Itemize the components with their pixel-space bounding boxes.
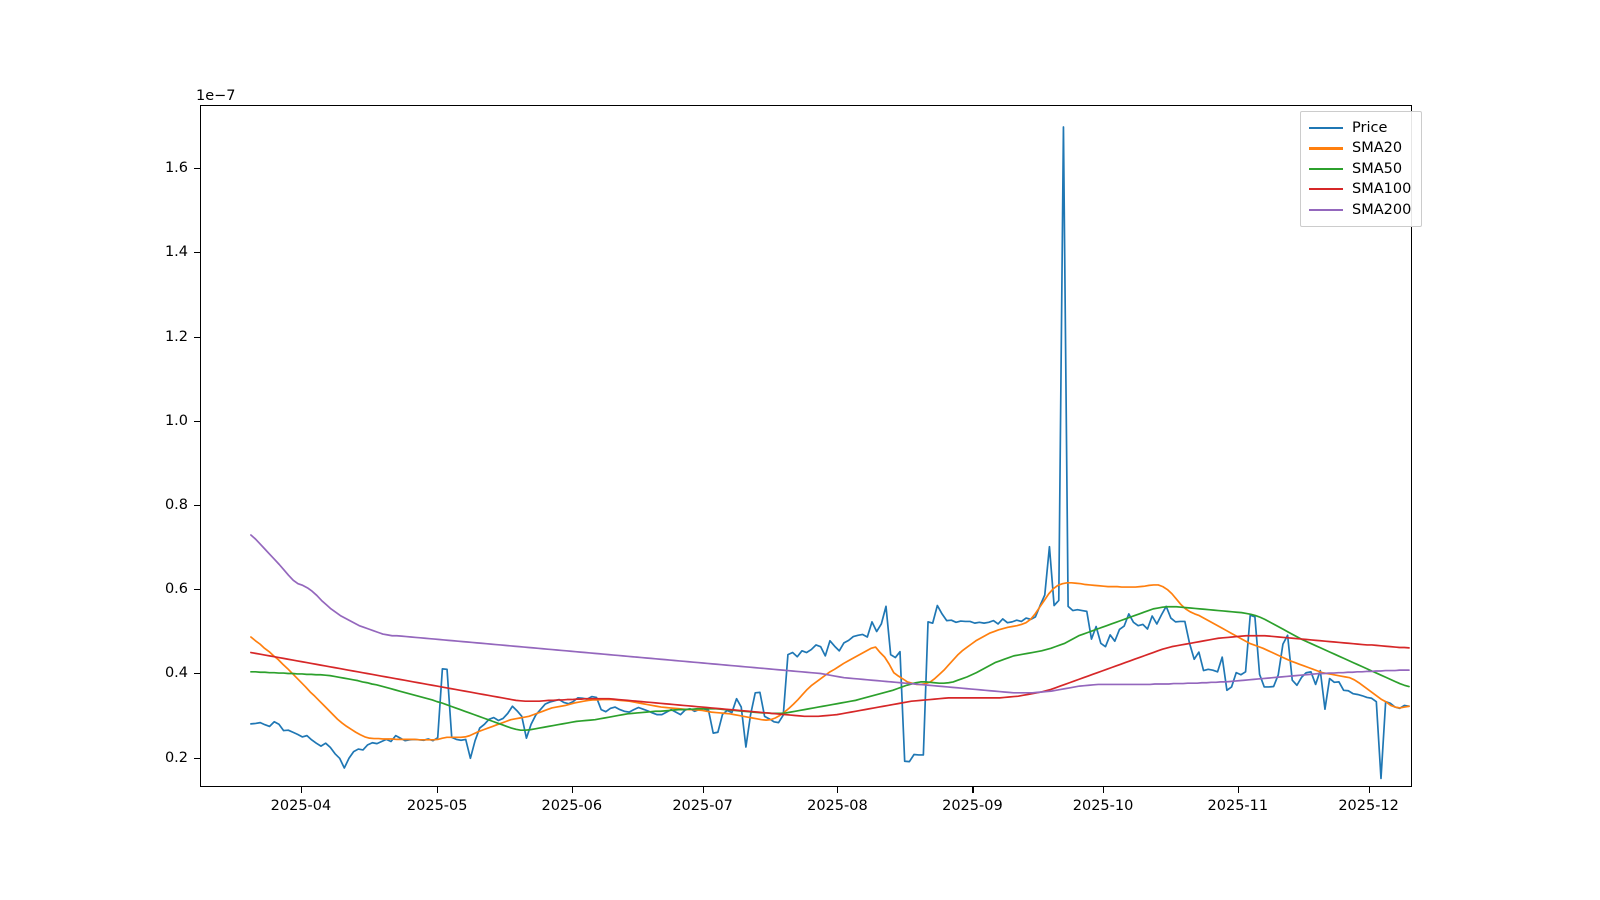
legend-color-swatch: [1309, 167, 1343, 171]
x-tick-label: 2025-11: [1207, 798, 1269, 814]
legend-color-swatch: [1309, 208, 1343, 211]
plot-area: [200, 105, 1412, 787]
y-tick-label: 0.4: [164, 665, 188, 682]
y-tick-mark: [194, 336, 200, 338]
series-line-sma20: [250, 581, 1410, 741]
legend-entry-sma200[interactable]: SMA200: [1309, 200, 1411, 220]
x-tick-label: 2025-06: [541, 798, 603, 814]
y-tick-mark: [194, 589, 200, 591]
y-axis-offset-label: 1e−7: [196, 88, 236, 104]
x-tick-label: 2025-08: [807, 798, 868, 814]
x-tick-label: 2025-07: [672, 798, 733, 814]
y-tick-mark: [194, 168, 200, 170]
x-tick-mark: [702, 787, 704, 793]
y-tick-label: 0.8: [164, 496, 188, 513]
series-line-sma100: [250, 634, 1410, 718]
x-tick-mark: [1368, 787, 1370, 793]
x-tick-label: 2025-04: [270, 798, 332, 814]
x-tick-mark: [300, 787, 303, 793]
legend-label: SMA20: [1352, 140, 1403, 157]
x-tick-label: 2025-10: [1072, 798, 1134, 814]
series-line-price: [250, 126, 1410, 780]
legend-entry-sma50[interactable]: SMA50: [1309, 159, 1411, 179]
series-line-sma200: [250, 534, 1410, 694]
y-tick-label: 1.2: [164, 328, 188, 345]
legend-entry-sma20[interactable]: SMA20: [1309, 138, 1411, 158]
legend-label: Price: [1352, 119, 1388, 136]
legend-label: SMA100: [1352, 181, 1412, 198]
legend-label: SMA200: [1352, 201, 1412, 218]
y-tick-mark: [194, 252, 200, 254]
legend-color-swatch: [1309, 127, 1343, 130]
plot-lines-svg: [250, 126, 1410, 780]
y-tick-mark: [194, 757, 200, 759]
series-line-sma50: [250, 605, 1410, 732]
y-tick-mark: [194, 504, 200, 507]
chart-legend: Price SMA20 SMA50 SMA100 SMA200: [1300, 111, 1423, 227]
legend-entry-price[interactable]: Price: [1309, 118, 1411, 138]
y-tick-label: 0.6: [164, 581, 188, 598]
x-tick-mark: [437, 787, 439, 793]
legend-label: SMA50: [1352, 160, 1403, 177]
x-tick-label: 2025-12: [1338, 798, 1399, 814]
y-tick-label: 1.4: [164, 244, 188, 261]
x-tick-mark: [1237, 787, 1239, 793]
y-tick-mark: [194, 673, 200, 675]
x-tick-mark: [1103, 787, 1105, 793]
legend-entry-sma100[interactable]: SMA100: [1309, 179, 1411, 199]
x-tick-label: 2025-09: [942, 798, 1003, 814]
x-tick-label: 2025-05: [406, 798, 468, 814]
x-tick-mark: [837, 787, 839, 793]
x-tick-mark: [972, 787, 974, 793]
y-tick-label: 1.0: [164, 412, 188, 429]
legend-color-swatch: [1309, 188, 1343, 191]
legend-color-swatch: [1309, 147, 1343, 150]
y-tick-mark: [194, 420, 200, 422]
y-tick-label: 0.2: [164, 749, 188, 766]
x-tick-mark: [571, 787, 573, 793]
y-tick-label: 1.6: [164, 160, 188, 177]
